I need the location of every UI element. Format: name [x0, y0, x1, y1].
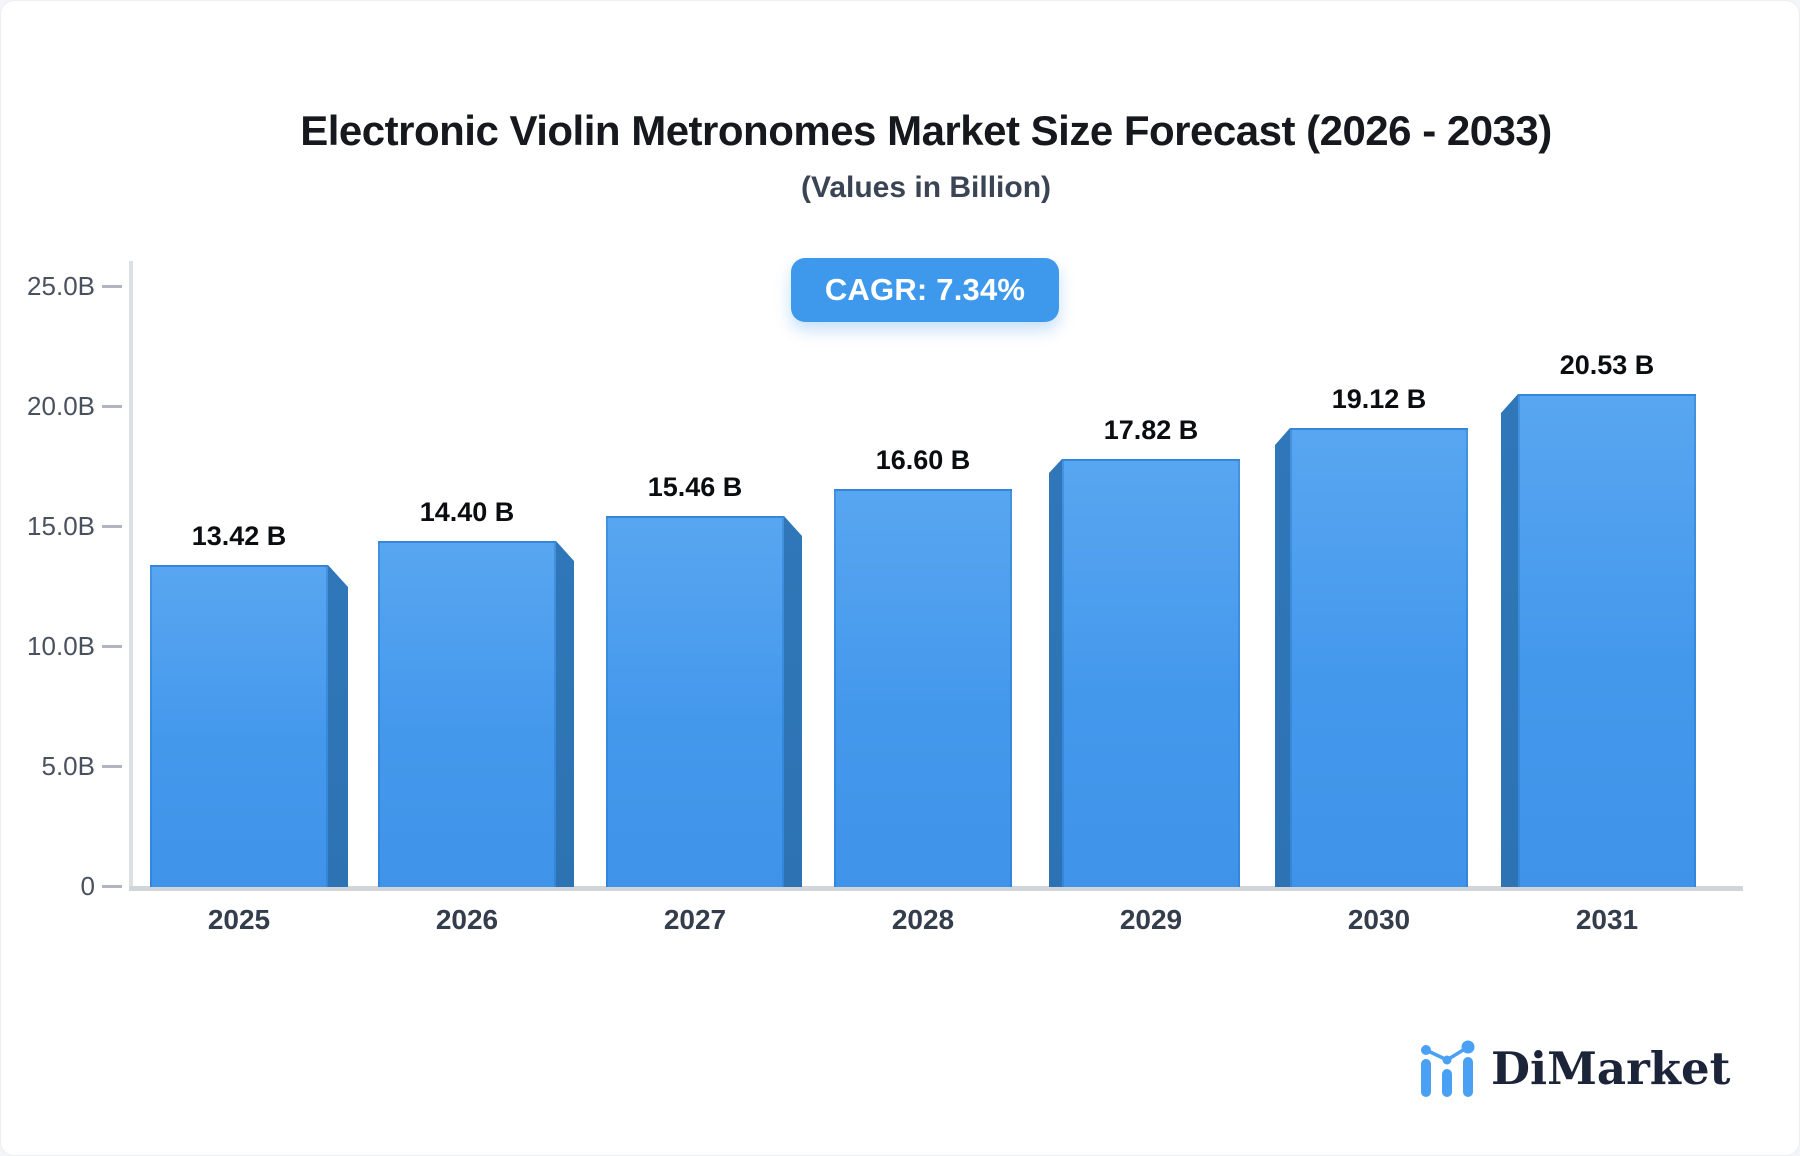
bar-2031[interactable]	[1518, 394, 1696, 887]
bar-value-label: 17.82 B	[1103, 415, 1199, 445]
x-axis-label-2025: 2025	[207, 904, 271, 935]
y-tick-label: 0	[80, 871, 95, 901]
y-tick-label: 10.0B	[27, 631, 95, 661]
bar-value-label: 13.42 B	[191, 521, 287, 551]
bar-2029[interactable]	[1062, 459, 1240, 887]
y-tick-label: 15.0B	[27, 511, 95, 541]
bar-side-face	[1501, 394, 1518, 887]
bar-2027[interactable]	[606, 516, 784, 887]
bar-side-face	[784, 516, 802, 887]
bar-side-face	[1275, 428, 1290, 887]
bar-side-face	[556, 541, 574, 887]
chart-subtitle: (Values in Billion)	[800, 171, 1052, 204]
bar-value-label: 14.40 B	[419, 497, 515, 527]
x-axis-label-2027: 2027	[663, 904, 727, 935]
bar-value-label: 20.53 B	[1559, 350, 1655, 380]
bar-value-label: 15.46 B	[647, 472, 743, 502]
y-tick-mark	[102, 765, 122, 768]
y-axis	[129, 261, 133, 891]
x-axis-label-2029: 2029	[1119, 904, 1183, 935]
bar-side-face	[1049, 459, 1062, 887]
bar-2030[interactable]	[1290, 428, 1468, 887]
y-tick-mark	[102, 525, 122, 528]
bar-2028[interactable]	[834, 489, 1012, 887]
cagr-badge: CAGR: 7.34%	[791, 258, 1059, 322]
y-tick-label: 20.0B	[27, 391, 95, 421]
brand-logo: DiMarket	[1421, 1039, 1730, 1097]
brand-name: DiMarket	[1491, 1041, 1731, 1095]
bar-2025[interactable]	[150, 565, 328, 887]
bar-2026[interactable]	[378, 541, 556, 887]
x-axis	[129, 886, 1743, 891]
bar-side-face	[328, 565, 348, 887]
y-tick-mark	[102, 405, 122, 408]
x-axis-label-2031: 2031	[1575, 904, 1639, 935]
y-tick-label: 5.0B	[41, 751, 96, 781]
y-tick-mark	[102, 885, 122, 888]
y-tick-mark	[102, 645, 122, 648]
cagr-badge-label: CAGR: 7.34%	[824, 272, 1026, 307]
bar-value-label: 16.60 B	[875, 445, 971, 475]
y-tick-label: 25.0B	[27, 271, 95, 301]
bar-value-label: 19.12 B	[1331, 384, 1427, 414]
x-axis-label-2030: 2030	[1347, 904, 1411, 935]
dimarket-bars-icon	[1421, 1040, 1475, 1097]
chart-title: Electronic Violin Metronomes Market Size…	[300, 107, 1552, 154]
x-axis-label-2028: 2028	[891, 904, 955, 935]
x-axis-label-2026: 2026	[435, 904, 499, 935]
y-tick-mark	[102, 285, 122, 288]
